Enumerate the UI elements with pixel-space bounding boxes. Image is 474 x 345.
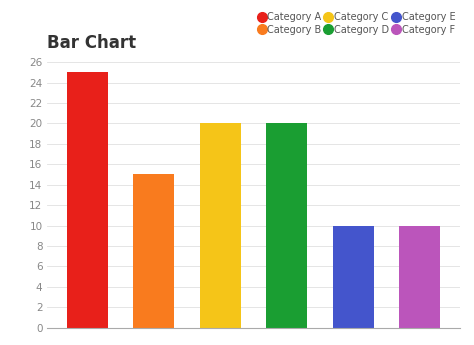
Bar [399, 226, 440, 328]
Bar [200, 124, 241, 328]
Bar [333, 226, 374, 328]
Bar [67, 72, 108, 328]
Bar [266, 124, 308, 328]
Text: Bar Chart: Bar Chart [47, 34, 137, 52]
Bar [133, 175, 174, 328]
Legend: Category A, Category B, Category C, Category D, Category E, Category F: Category A, Category B, Category C, Cate… [255, 9, 459, 39]
